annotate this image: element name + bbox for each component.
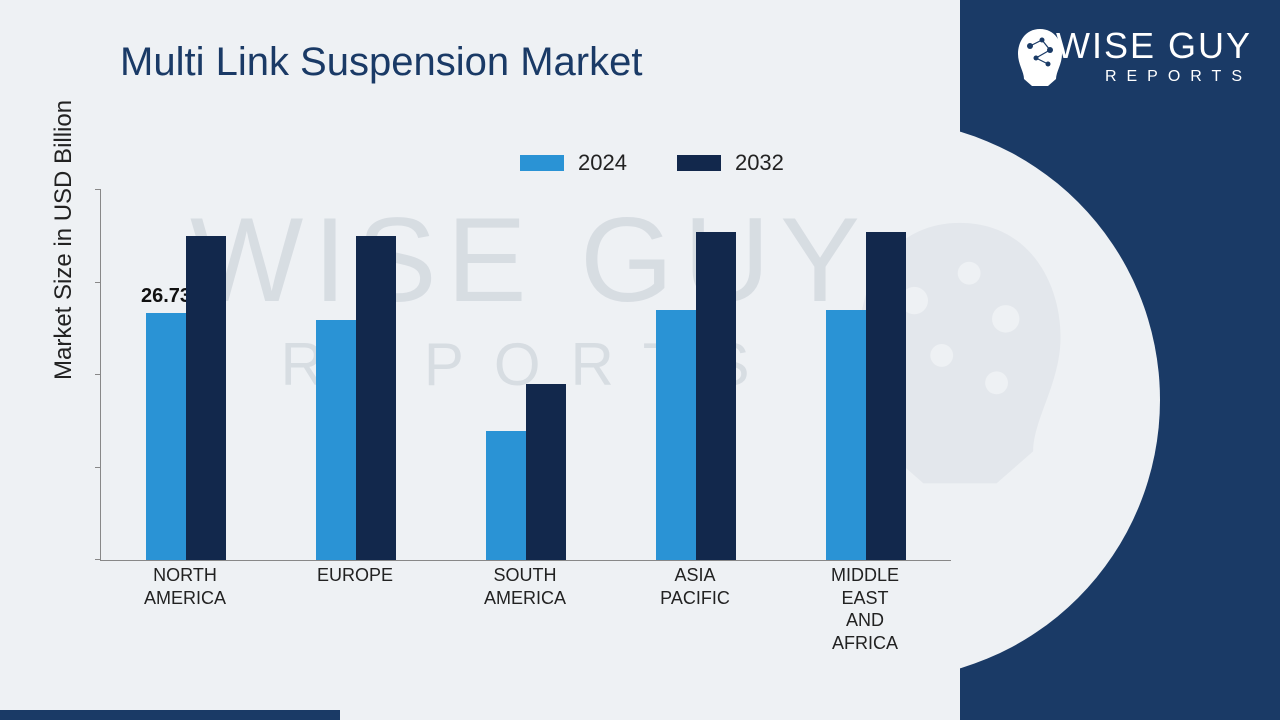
- bar-2032: [866, 232, 906, 560]
- category-labels: NORTHAMERICAEUROPESOUTHAMERICAASIAPACIFI…: [100, 564, 950, 654]
- bar-2032: [186, 236, 226, 560]
- category-label: EUROPE: [270, 564, 440, 654]
- legend-swatch: [677, 155, 721, 171]
- legend-item: 2024: [520, 150, 627, 176]
- bar-2024: [316, 320, 356, 561]
- legend-swatch: [520, 155, 564, 171]
- y-axis-label: Market Size in USD Billion: [50, 100, 78, 380]
- legend-label: 2024: [578, 150, 627, 176]
- bar-2032: [526, 384, 566, 560]
- bar-group-ap: [611, 190, 781, 560]
- bar-2032: [696, 232, 736, 560]
- category-label: ASIAPACIFIC: [610, 564, 780, 654]
- bar-value-label: 26.73: [141, 285, 191, 308]
- bar-group-eu: [271, 190, 441, 560]
- category-label: NORTHAMERICA: [100, 564, 270, 654]
- legend: 2024 2032: [520, 150, 784, 176]
- plot-area: 26.73: [100, 190, 951, 561]
- bar-2032: [356, 236, 396, 560]
- legend-item: 2032: [677, 150, 784, 176]
- category-label: MIDDLEEASTANDAFRICA: [780, 564, 950, 654]
- bottom-accent-bar: [0, 710, 340, 720]
- bar-2024: 26.73: [146, 313, 186, 560]
- brand-logo: WISE GUY REPORTS: [1056, 28, 1252, 86]
- bar-2024: [486, 431, 526, 561]
- bar-group-sa: [441, 190, 611, 560]
- category-label: SOUTHAMERICA: [440, 564, 610, 654]
- brand-line1: WISE GUY: [1056, 28, 1252, 64]
- bar-2024: [656, 310, 696, 560]
- bar-group-na: 26.73: [101, 190, 271, 560]
- bar-groups: 26.73: [101, 190, 951, 560]
- chart-stage: WISE GUY REPORTS WISE GUY REPORTS Multi …: [0, 0, 1280, 720]
- legend-label: 2032: [735, 150, 784, 176]
- bar-2024: [826, 310, 866, 560]
- bar-group-mea: [781, 190, 951, 560]
- brand-line2: REPORTS: [1056, 68, 1252, 86]
- chart-title: Multi Link Suspension Market: [120, 40, 642, 85]
